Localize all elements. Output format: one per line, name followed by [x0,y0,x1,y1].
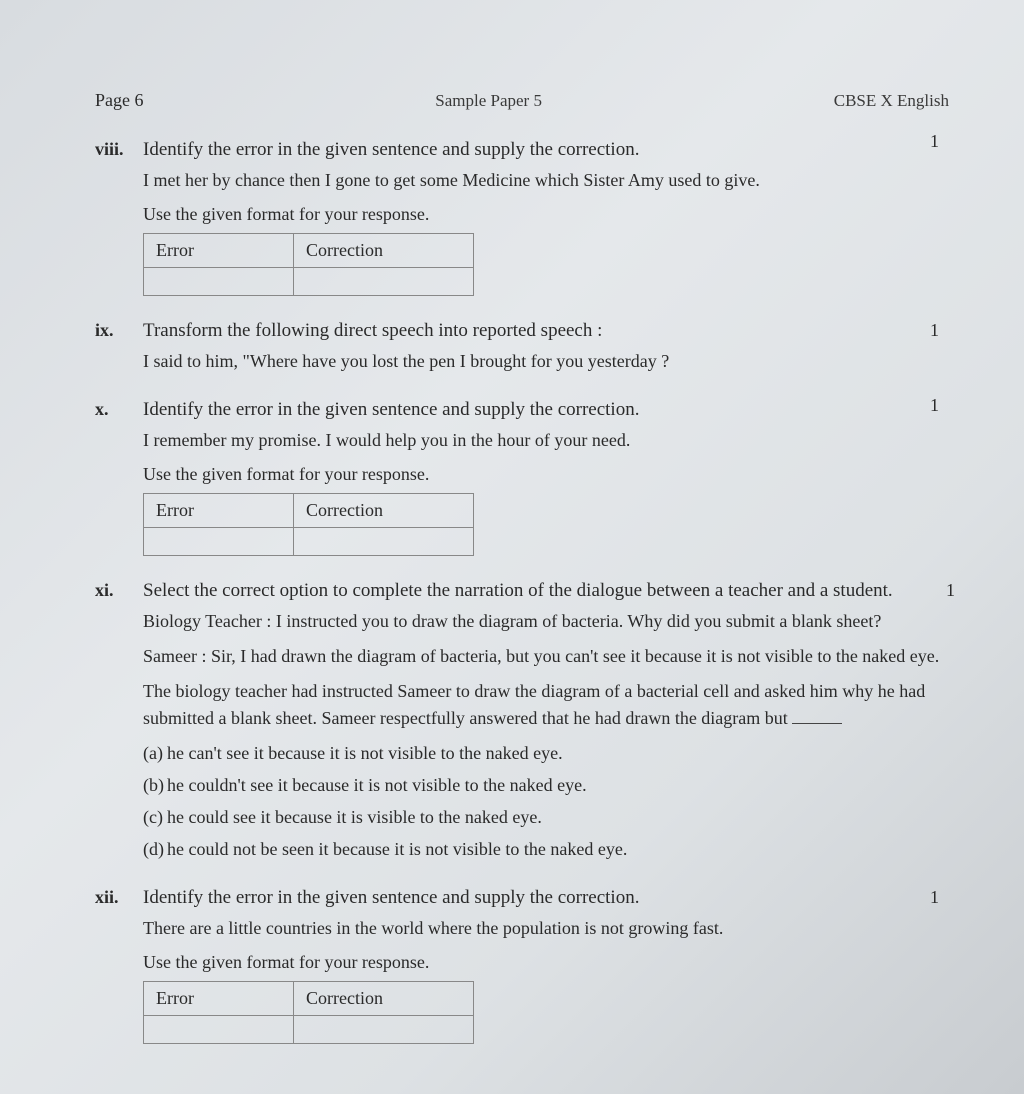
page-header: Page 6 Sample Paper 5 CBSE X English [95,90,949,111]
question-xi: 1 xi. Select the correct option to compl… [95,580,949,863]
error-cell [144,1016,294,1044]
question-x: 1 x. Identify the error in the given sen… [95,399,949,556]
question-number: ix. [95,320,114,341]
question-xii: 1 xii. Identify the error in the given s… [95,887,949,1044]
format-note: Use the given format for your response. [143,204,949,225]
question-number: xi. [95,580,114,601]
option-text: he could not be seen it because it is no… [167,839,627,859]
question-number: x. [95,399,109,420]
option-label: (d) [143,836,164,863]
error-header: Error [144,982,294,1016]
question-title: Identify the error in the given sentence… [143,399,949,421]
error-header: Error [144,494,294,528]
error-correction-table: Error Correction [143,981,474,1044]
option-c: (c) he could see it because it is visibl… [143,804,949,831]
question-body: I remember my promise. I would help you … [143,427,949,454]
question-title: Identify the error in the given sentence… [143,887,949,909]
question-number: viii. [95,139,124,160]
paper-title: Sample Paper 5 [435,91,542,111]
question-ix: 1 ix. Transform the following direct spe… [95,320,949,375]
option-label: (b) [143,772,164,799]
options-list: (a) he can't see it because it is not vi… [143,740,949,863]
option-text: he could see it because it is visible to… [167,807,542,827]
format-note: Use the given format for your response. [143,952,949,973]
correction-cell [294,528,474,556]
question-body-1: Biology Teacher : I instructed you to dr… [143,608,949,635]
option-d: (d) he could not be seen it because it i… [143,836,949,863]
error-cell [144,268,294,296]
question-title: Identify the error in the given sentence… [143,139,949,161]
question-body: I met her by chance then I gone to get s… [143,167,949,194]
correction-header: Correction [294,982,474,1016]
correction-cell [294,268,474,296]
correction-header: Correction [294,494,474,528]
format-note: Use the given format for your response. [143,464,949,485]
error-correction-table: Error Correction [143,233,474,296]
error-correction-table: Error Correction [143,493,474,556]
question-title: Select the correct option to complete th… [143,580,949,602]
marks-label: 1 [930,395,939,416]
option-a: (a) he can't see it because it is not vi… [143,740,949,767]
question-body: I said to him, "Where have you lost the … [143,348,949,375]
marks-label: 1 [930,131,939,152]
question-body: There are a little countries in the worl… [143,915,949,942]
correction-cell [294,1016,474,1044]
board-label: CBSE X English [834,91,949,111]
marks-label: 1 [930,320,939,341]
question-title: Transform the following direct speech in… [143,320,949,342]
page-number: Page 6 [95,90,144,111]
question-viii: 1 viii. Identify the error in the given … [95,139,949,296]
option-text: he couldn't see it because it is not vis… [167,775,587,795]
marks-label: 1 [946,580,955,601]
fill-blank [792,723,842,724]
question-body-2: Sameer : Sir, I had drawn the diagram of… [143,643,949,670]
error-cell [144,528,294,556]
question-number: xii. [95,887,119,908]
correction-header: Correction [294,234,474,268]
marks-label: 1 [930,887,939,908]
option-b: (b) he couldn't see it because it is not… [143,772,949,799]
question-body-3: The biology teacher had instructed Samee… [143,678,949,732]
option-label: (c) [143,804,163,831]
option-label: (a) [143,740,163,767]
option-text: he can't see it because it is not visibl… [167,743,563,763]
error-header: Error [144,234,294,268]
